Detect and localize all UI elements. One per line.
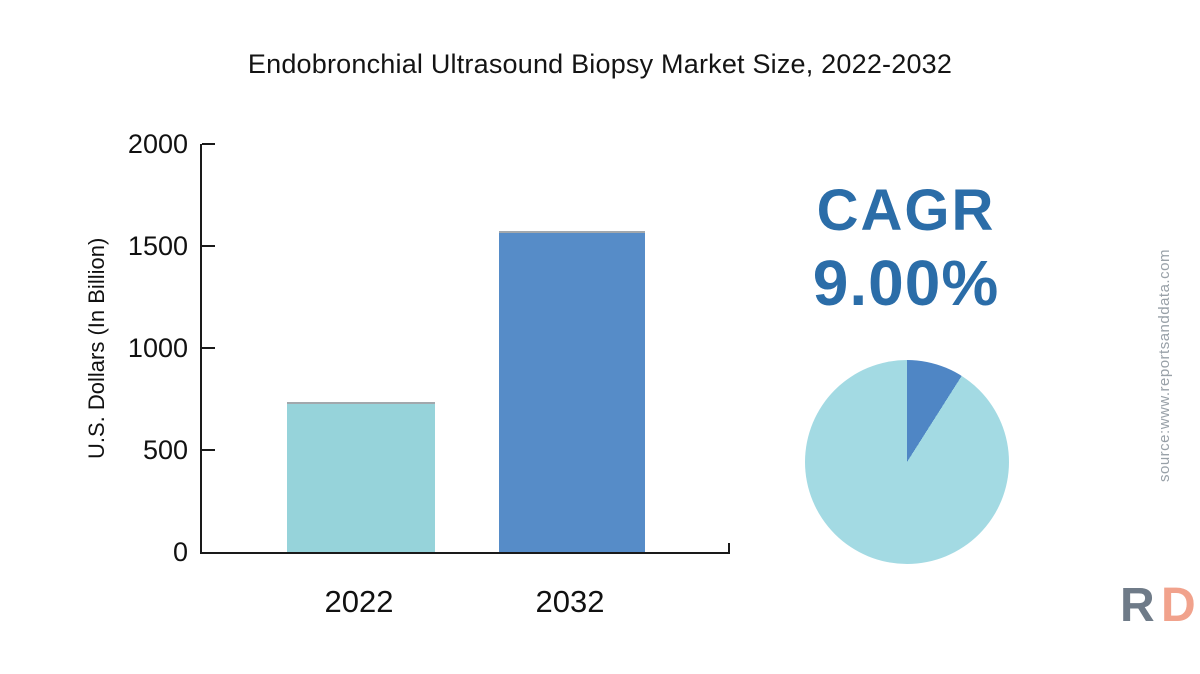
chart-title: Endobronchial Ultrasound Biopsy Market S… <box>247 49 953 79</box>
y-axis-tick <box>202 245 215 247</box>
x-tick-label-2032: 2032 <box>535 584 605 619</box>
y-axis-tick <box>202 347 215 349</box>
x-tick-label-2022: 2022 <box>324 584 394 619</box>
y-tick-label: 1000 <box>127 333 188 363</box>
bar-2032 <box>499 231 645 552</box>
pie-chart <box>805 360 1009 564</box>
logo-letter-d: D <box>1161 579 1196 632</box>
y-axis-tick <box>202 449 215 451</box>
bar-2022 <box>287 402 435 552</box>
cagr-value: 9.00% <box>812 247 1000 319</box>
cagr-badge: CAGR 9.00% <box>768 178 1044 319</box>
logo-letter-r: R <box>1120 579 1155 632</box>
logo: R D <box>1120 582 1196 630</box>
x-axis-end-tick <box>728 543 730 552</box>
source-note: source:www.reportsanddata.com <box>1156 249 1173 483</box>
bar-chart-plot-area <box>200 143 730 554</box>
cagr-label: CAGR <box>816 178 996 243</box>
y-tick-label: 1500 <box>127 231 188 261</box>
y-axis-tick <box>202 143 215 145</box>
y-tick-label: 2000 <box>127 129 188 159</box>
y-tick-label: 0 <box>172 537 188 567</box>
y-tick-label: 500 <box>142 435 188 465</box>
